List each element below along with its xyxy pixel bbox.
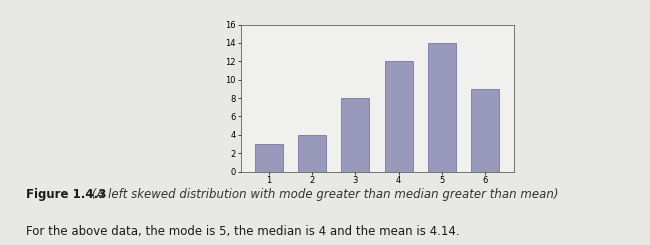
- Bar: [255, 144, 283, 172]
- Bar: [385, 61, 413, 172]
- Text: (A left skewed distribution with mode greater than median greater than mean): (A left skewed distribution with mode gr…: [88, 188, 559, 201]
- Text: Figure 1.4.3: Figure 1.4.3: [26, 188, 107, 201]
- Bar: [428, 43, 456, 171]
- Text: For the above data, the mode is 5, the median is 4 and the mean is 4.14.: For the above data, the mode is 5, the m…: [26, 225, 460, 238]
- Bar: [341, 98, 369, 172]
- Bar: [298, 135, 326, 171]
- Bar: [471, 89, 499, 172]
